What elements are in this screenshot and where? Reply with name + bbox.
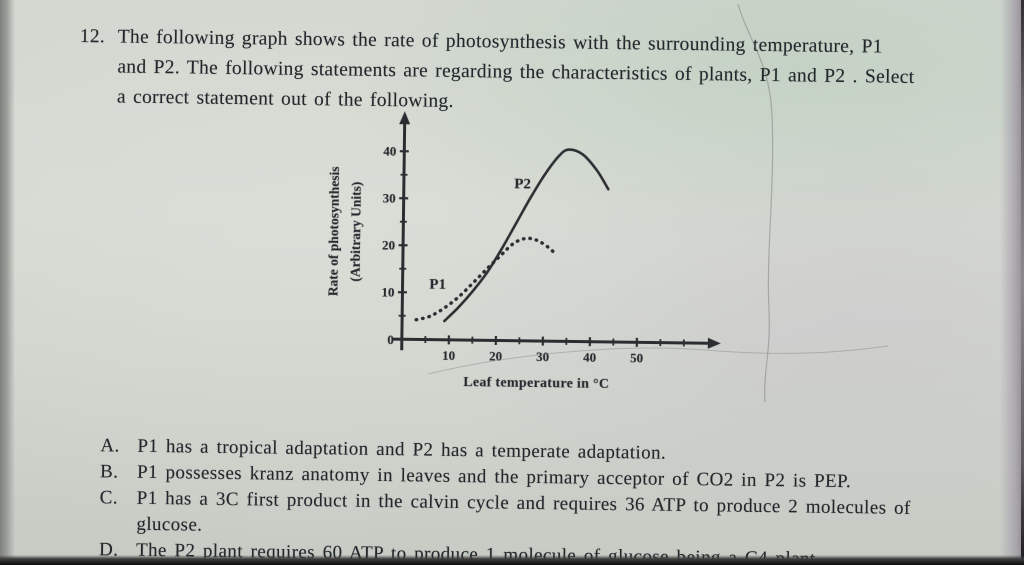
y-tick-label: 20 (382, 237, 395, 252)
photo-right-edge (1000, 0, 1024, 565)
option-b-label: B. (99, 461, 119, 483)
x-tick-label: 30 (536, 349, 549, 364)
photosynthesis-rate-chart: Rate of photosynthesis (Arbitrary Units)… (323, 103, 727, 408)
y-axis-label-line2: (Arbitrary Units) (348, 181, 364, 281)
photo-bottom-edge (0, 555, 1024, 565)
series-label-p2: P2 (514, 176, 531, 192)
photo-right-edge-line (1021, 0, 1024, 565)
chart-axes: 10 20 30 40 50 10 20 30 40 0 (381, 111, 721, 365)
answer-options: A. P1 has a tropical adaptation and P2 h… (99, 433, 912, 565)
y-tick-label: 10 (381, 284, 394, 299)
series-label-p1: P1 (429, 277, 446, 293)
option-c-label: C. (99, 487, 119, 509)
curve-p1 (414, 236, 556, 322)
y-tick-label: 40 (383, 143, 396, 158)
x-axis-arrow (707, 337, 721, 349)
x-tick-label: 40 (583, 350, 596, 365)
chart-svg: Rate of photosynthesis (Arbitrary Units)… (325, 111, 721, 392)
curve-p2 (443, 148, 610, 323)
x-axis-label: Leaf temperature in °C (463, 375, 609, 392)
chart-series: P1 P2 (414, 148, 610, 323)
origin-label: 0 (387, 332, 394, 347)
y-tick-label: 30 (383, 190, 396, 205)
y-axis-label-line1: Rate of photosynthesis (325, 166, 342, 296)
y-axis (400, 124, 407, 351)
y-axis-arrow (399, 111, 411, 125)
question-number: 12. (79, 25, 106, 48)
x-axis (391, 337, 708, 345)
x-tick-label: 10 (442, 348, 455, 363)
x-tick-label: 20 (489, 348, 502, 363)
x-tick-label: 50 (630, 350, 643, 365)
option-a-label: A. (100, 435, 120, 457)
photo-left-edge (0, 0, 15, 565)
